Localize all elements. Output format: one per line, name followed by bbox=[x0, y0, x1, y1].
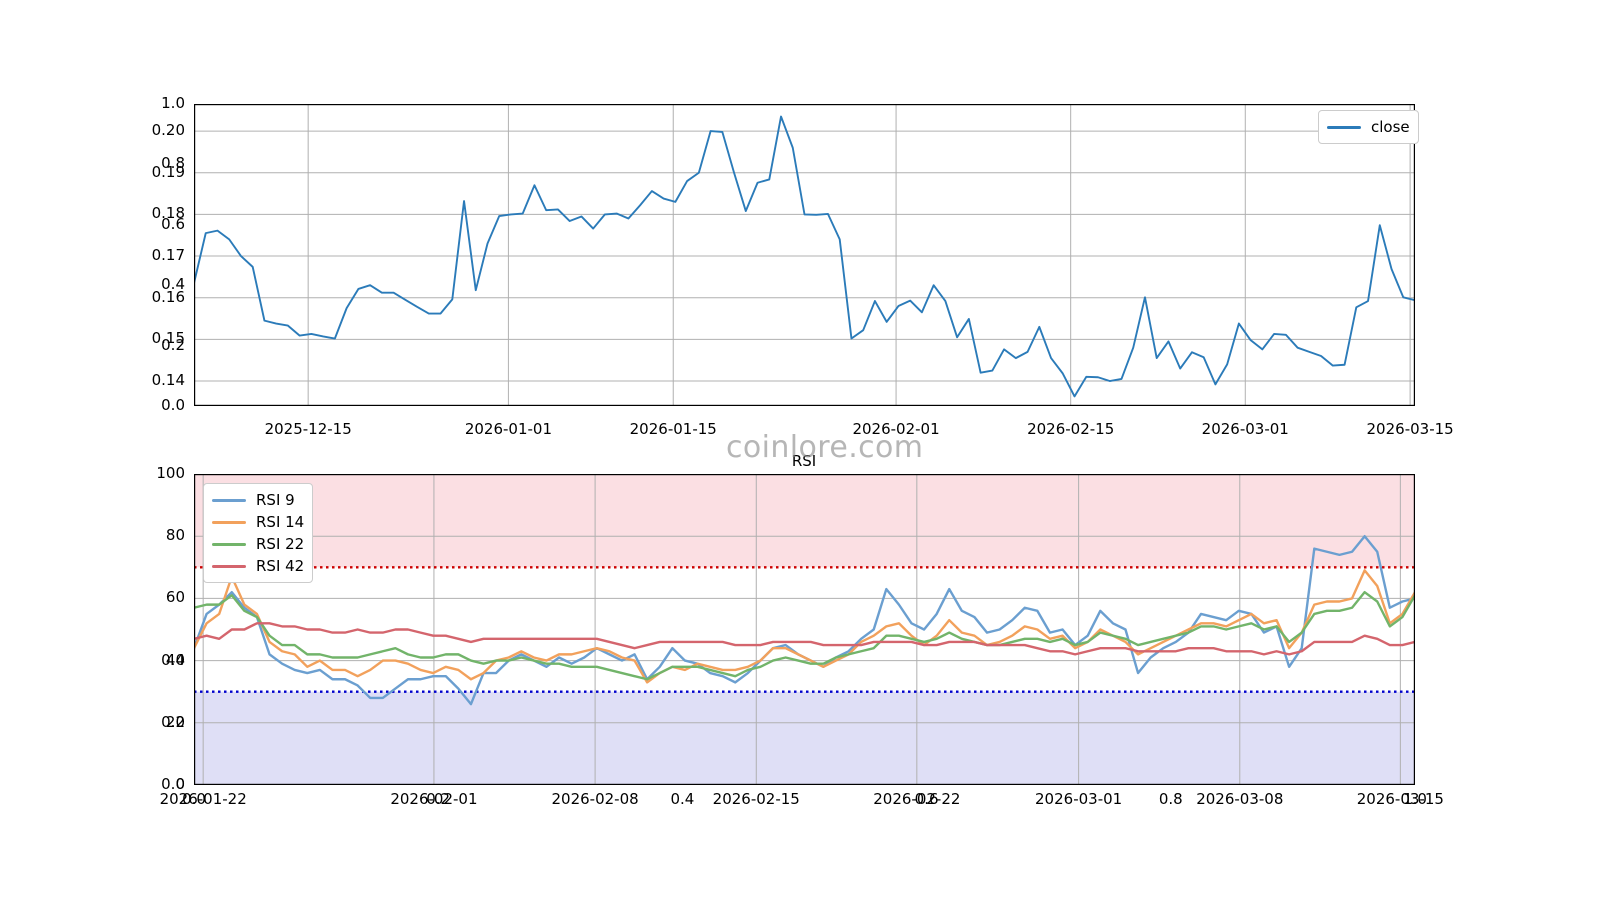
price-xtick-4: 2026-02-15 bbox=[1027, 420, 1115, 438]
rsi-xtick-3: 2026-02-15 bbox=[712, 790, 800, 808]
price-legend: close bbox=[1318, 110, 1419, 144]
rsi-xtick-norm-1: 0.2 bbox=[426, 790, 451, 808]
rsi-ytick-4: 80 bbox=[165, 526, 185, 545]
price-ytick-norm-5: 1.0 bbox=[161, 94, 185, 112]
rsi-xtick-norm-5: 1.0 bbox=[1403, 790, 1427, 808]
price-ytick-norm-2: 0.4 bbox=[161, 275, 185, 294]
price-xtick-1: 2026-01-01 bbox=[464, 420, 552, 438]
rsi-legend-item[interactable]: RSI 9 bbox=[212, 489, 304, 511]
rsi-ytick-norm-2: 0.4 bbox=[161, 650, 185, 669]
rsi-xtick-0: 2026-01-22 bbox=[159, 790, 247, 808]
price-ytick-2: 0.16 bbox=[151, 287, 185, 306]
legend-line-icon bbox=[212, 542, 246, 546]
rsi-ytick-norm-1: 0.2 bbox=[161, 712, 185, 731]
price-ytick-6: 0.20 bbox=[151, 121, 185, 140]
rsi-legend: RSI 9 RSI 14 RSI 22 RSI 42 bbox=[203, 483, 314, 583]
legend-label: close bbox=[1371, 118, 1410, 136]
legend-line-icon bbox=[212, 564, 246, 568]
price-xtick-3: 2026-02-01 bbox=[852, 420, 940, 438]
rsi-chart-panel bbox=[194, 474, 1415, 785]
rsi-xtick-6: 2026-03-08 bbox=[1196, 790, 1284, 808]
rsi-ytick-2: 40 bbox=[165, 650, 185, 669]
legend-line-icon bbox=[212, 498, 246, 502]
rsi-xtick-1: 2026-02-01 bbox=[390, 790, 478, 808]
price-xtick-5: 2026-03-01 bbox=[1201, 420, 1289, 438]
rsi-xtick-norm-2: 0.4 bbox=[670, 790, 695, 808]
rsi-ytick-3: 60 bbox=[165, 588, 185, 607]
rsi-xtick-7: 2026-03-15 bbox=[1356, 790, 1444, 808]
legend-label: RSI 42 bbox=[256, 557, 305, 575]
price-ytick-norm-3: 0.6 bbox=[161, 214, 185, 233]
price-ytick-3: 0.17 bbox=[151, 246, 185, 265]
price-ytick-norm-4: 0.8 bbox=[161, 154, 185, 173]
legend-label: RSI 14 bbox=[256, 513, 305, 531]
rsi-ytick-1: 20 bbox=[165, 712, 185, 731]
price-ytick-norm-1: 0.2 bbox=[161, 335, 185, 354]
legend-line-icon bbox=[212, 520, 246, 524]
price-chart-panel bbox=[194, 104, 1415, 406]
price-ytick-4: 0.18 bbox=[151, 204, 185, 223]
rsi-panel-title: RSI bbox=[791, 452, 817, 470]
rsi-xtick-norm-4: 0.8 bbox=[1158, 790, 1183, 808]
price-ytick-norm-0: 0.0 bbox=[161, 396, 185, 414]
price-legend-item[interactable]: close bbox=[1327, 116, 1410, 138]
rsi-ytick-5: 100 bbox=[156, 464, 185, 482]
price-ytick-1: 0.15 bbox=[151, 329, 185, 348]
rsi-legend-item[interactable]: RSI 42 bbox=[212, 555, 304, 577]
rsi-xtick-5: 2026-03-01 bbox=[1035, 790, 1123, 808]
legend-label: RSI 9 bbox=[256, 491, 295, 509]
price-ytick-0: 0.14 bbox=[151, 371, 185, 389]
price-plot-svg bbox=[194, 104, 1415, 406]
legend-label: RSI 22 bbox=[256, 535, 305, 553]
rsi-legend-item[interactable]: RSI 14 bbox=[212, 511, 304, 533]
rsi-xtick-norm-0: 0.0 bbox=[182, 790, 206, 808]
rsi-xtick-2: 2026-02-08 bbox=[551, 790, 639, 808]
price-ytick-5: 0.19 bbox=[151, 162, 185, 181]
rsi-xtick-4: 2026-02-22 bbox=[873, 790, 961, 808]
rsi-legend-item[interactable]: RSI 22 bbox=[212, 533, 304, 555]
rsi-xtick-norm-3: 0.6 bbox=[914, 790, 939, 808]
rsi-plot-svg bbox=[194, 474, 1415, 785]
price-xtick-6: 2026-03-15 bbox=[1366, 420, 1454, 438]
rsi-ytick-0: 0 bbox=[175, 775, 185, 793]
watermark-coinlore: coinlore.com bbox=[726, 430, 924, 465]
price-xtick-0: 2025-12-15 bbox=[264, 420, 352, 438]
price-xtick-2: 2026-01-15 bbox=[629, 420, 717, 438]
legend-line-icon bbox=[1327, 125, 1361, 129]
rsi-ytick-norm-0: 0.0 bbox=[161, 775, 185, 793]
